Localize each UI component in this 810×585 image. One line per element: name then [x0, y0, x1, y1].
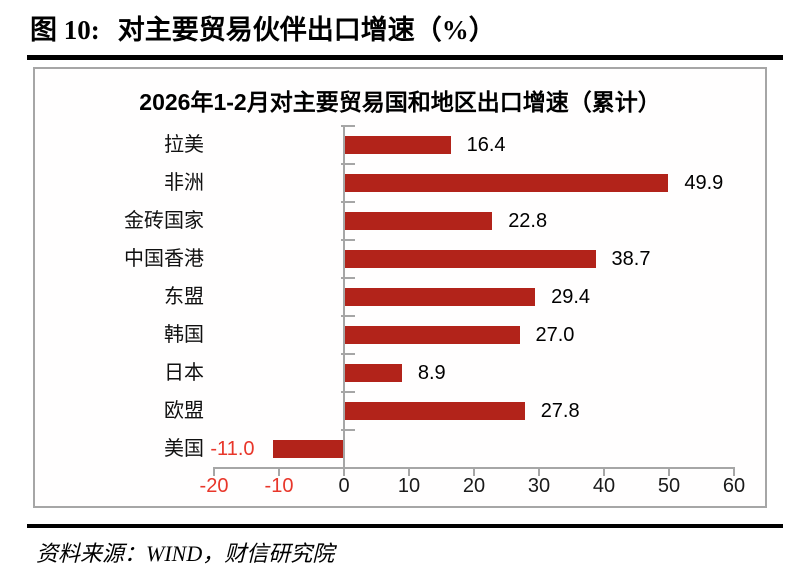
x-tick-label: 0: [338, 475, 350, 497]
value-label: 16.4: [466, 134, 506, 156]
bar: [344, 402, 525, 420]
bar: [272, 440, 344, 458]
value-label: 27.0: [535, 324, 575, 346]
value-label: 8.9: [417, 362, 446, 384]
category-axis-tick: [341, 315, 355, 317]
source-note: 资料来源：WIND，财信研究院: [36, 541, 335, 566]
x-axis-tick: [213, 467, 215, 476]
x-tick-label: 60: [722, 475, 746, 497]
chart-divider-rule: [27, 524, 783, 528]
value-label: 49.9: [684, 172, 724, 194]
x-axis-tick: [408, 467, 410, 476]
bar: [344, 364, 402, 382]
category-label: 中国香港: [124, 248, 204, 270]
x-axis-tick: [343, 467, 345, 476]
chart-frame: 2026年1-2月对主要贸易国和地区出口增速（累计） 拉美 16.4 非洲 49.9 金…: [33, 67, 767, 508]
category-axis-tick: [341, 429, 355, 431]
bar: [344, 250, 596, 268]
category-label: 韩国: [164, 324, 204, 346]
x-axis-tick: [538, 467, 540, 476]
x-tick-label: -20: [199, 475, 229, 497]
value-label: 22.8: [508, 210, 548, 232]
x-axis-tick: [733, 467, 735, 476]
figure-title-text: 对主要贸易伙伴出口增速（%）: [117, 15, 496, 45]
x-axis-tick: [603, 467, 605, 476]
figure-number-label: 图 10:: [30, 15, 100, 45]
x-tick-label: -10: [264, 475, 294, 497]
category-axis-tick: [341, 277, 355, 279]
x-tick-label: 20: [462, 475, 486, 497]
x-tick-label: 50: [657, 475, 681, 497]
category-label: 东盟: [164, 286, 204, 308]
page-title: 图 10: 对主要贸易伙伴出口增速（%）: [30, 8, 790, 47]
category-label: 日本: [164, 362, 204, 384]
value-label: 29.4: [551, 286, 591, 308]
value-label: 27.8: [540, 400, 580, 422]
category-axis-tick: [341, 391, 355, 393]
category-axis-tick: [341, 239, 355, 241]
x-axis-tick: [473, 467, 475, 476]
category-label: 非洲: [164, 172, 204, 194]
category-label: 欧盟: [164, 400, 204, 422]
value-label: -11.0: [210, 438, 255, 460]
value-label: 38.7: [611, 248, 651, 270]
bar: [344, 174, 669, 192]
category-label: 美国: [164, 438, 204, 460]
x-axis-tick: [668, 467, 670, 476]
chart-title: 2026年1-2月对主要贸易国和地区出口增速（累计）: [139, 89, 661, 115]
x-axis-tick: [278, 467, 280, 476]
plot-area: 拉美 16.4 非洲 49.9 金砖国家 22.8 中国香港 38.7 东盟 29.4 韩国 27.0…: [35, 69, 765, 506]
zero-axis-line: [343, 126, 345, 476]
category-axis-tick: [341, 163, 355, 165]
bar: [344, 288, 536, 306]
title-divider-rule: [27, 55, 783, 60]
category-axis-tick: [341, 201, 355, 203]
category-axis-tick: [341, 353, 355, 355]
bar: [344, 326, 520, 344]
category-label: 拉美: [164, 134, 204, 156]
x-tick-label: 10: [397, 475, 421, 497]
x-tick-label: 30: [527, 475, 551, 497]
category-label: 金砖国家: [124, 210, 204, 232]
bar: [344, 212, 493, 230]
x-tick-label: 40: [592, 475, 616, 497]
bar: [344, 136, 451, 154]
category-axis-tick: [341, 125, 355, 127]
